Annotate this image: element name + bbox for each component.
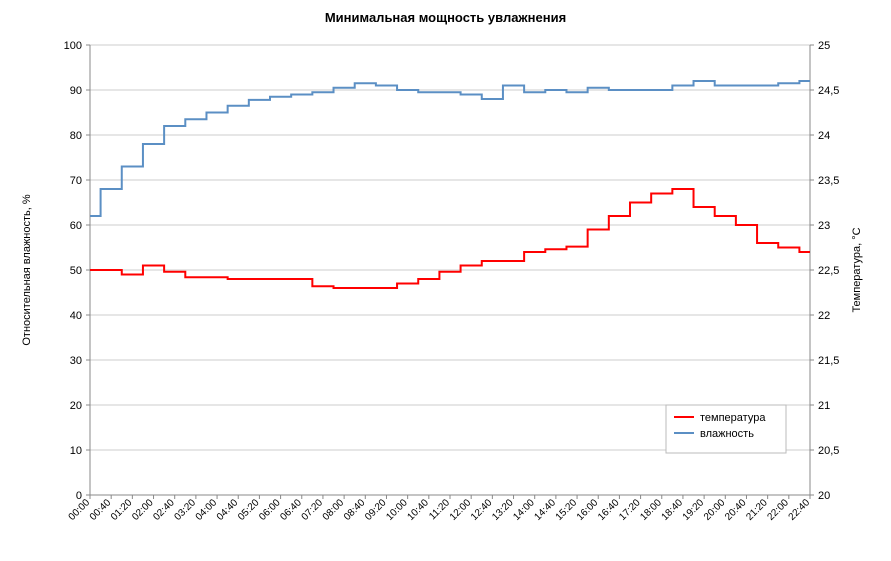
y-left-tick-label: 90 <box>70 85 82 97</box>
y-left-tick-label: 40 <box>70 310 82 322</box>
y-right-tick-label: 24 <box>818 130 830 142</box>
y-left-axis-label: Относительная влажность, % <box>21 194 33 346</box>
y-left-tick-label: 70 <box>70 175 82 187</box>
y-left-tick-label: 20 <box>70 400 82 412</box>
y-left-tick-label: 10 <box>70 445 82 457</box>
legend-label: влажность <box>700 428 754 440</box>
chart-title: Минимальная мощность увлажнения <box>325 10 566 25</box>
y-right-tick-label: 20,5 <box>818 445 839 457</box>
y-left-tick-label: 60 <box>70 220 82 232</box>
y-left-tick-label: 80 <box>70 130 82 142</box>
y-left-tick-label: 50 <box>70 265 82 277</box>
y-right-tick-label: 24,5 <box>818 85 839 97</box>
y-right-tick-label: 23 <box>818 220 830 232</box>
y-right-tick-label: 23,5 <box>818 175 839 187</box>
chart-svg: Минимальная мощность увлажнения010203040… <box>0 0 891 561</box>
y-right-tick-label: 22 <box>818 310 830 322</box>
y-right-tick-label: 20 <box>818 490 830 502</box>
y-right-tick-label: 21,5 <box>818 355 839 367</box>
y-left-tick-label: 100 <box>64 40 82 52</box>
legend-label: температура <box>700 412 766 424</box>
y-right-tick-label: 21 <box>818 400 830 412</box>
y-right-tick-label: 22,5 <box>818 265 839 277</box>
y-right-axis-label: Температура, °C <box>851 227 863 312</box>
y-right-tick-label: 25 <box>818 40 830 52</box>
chart-container: Минимальная мощность увлажнения010203040… <box>0 0 891 561</box>
y-left-tick-label: 30 <box>70 355 82 367</box>
